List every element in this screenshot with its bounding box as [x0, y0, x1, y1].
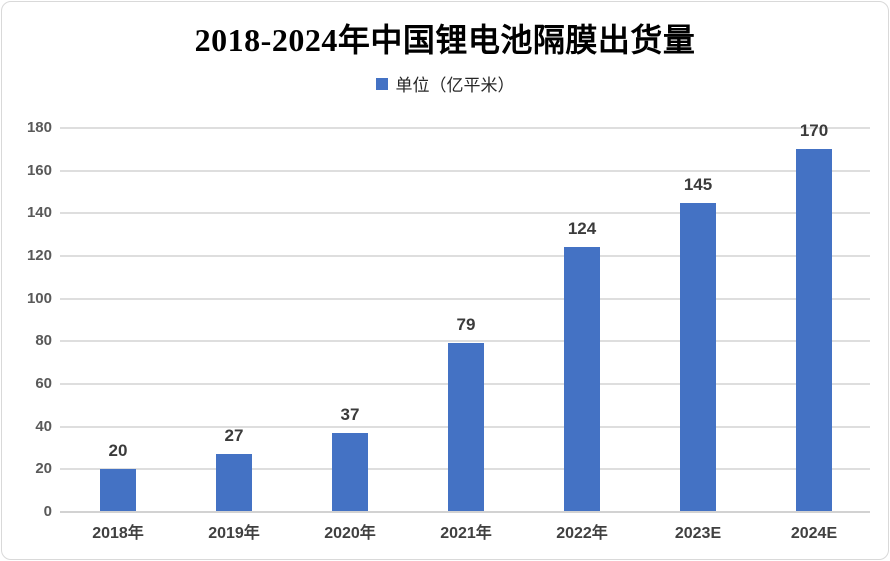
y-tick-label-100: 100 — [26, 289, 52, 307]
x-tick-label-2020年: 2020年 — [324, 525, 376, 542]
legend: 单位（亿平米） — [2, 71, 888, 96]
gridline-y-80 — [60, 340, 870, 343]
x-tick-label-2024E: 2024E — [790, 525, 838, 542]
x-tick-label-2023E: 2023E — [674, 525, 722, 542]
bar-2018年 — [100, 469, 136, 512]
x-tick-label-2019年: 2019年 — [208, 525, 260, 542]
legend-label: 单位（亿平米） — [395, 76, 515, 95]
gridline-y-100 — [60, 297, 870, 300]
gridline-y-160 — [60, 169, 870, 172]
bar-2020年 — [332, 433, 368, 512]
y-tick-label-120: 120 — [26, 247, 52, 264]
chart-title: 2018-2024年中国锂电池隔膜出货量 — [194, 22, 696, 58]
gridline-y-180 — [60, 127, 870, 129]
bar-value-label-2018年: 20 — [108, 441, 128, 461]
bar-value-label-2023E: 145 — [683, 174, 713, 194]
bar-value-label-2022年: 124 — [567, 219, 597, 239]
y-tick-label-20: 20 — [35, 460, 52, 478]
y-tick-label-160: 160 — [26, 161, 52, 179]
gridline-y-120 — [60, 255, 870, 257]
y-tick-label-180: 180 — [26, 119, 52, 136]
gridline-y-140 — [60, 212, 870, 215]
bar-2022年 — [564, 247, 600, 512]
legend-marker-icon — [375, 77, 388, 90]
y-tick-label-0: 0 — [43, 503, 52, 520]
y-tick-label-40: 40 — [35, 417, 52, 435]
bar-2021年 — [448, 343, 484, 512]
plot-area: 0 20 40 60 80 100 120 140 160 180 20 27 37 79 124 145 1… — [27, 119, 872, 542]
bar-2024E — [796, 149, 832, 512]
x-tick-label-2018年: 2018年 — [92, 525, 144, 542]
y-tick-label-60: 60 — [35, 375, 52, 392]
x-tick-label-2022年: 2022年 — [556, 525, 608, 542]
bar-value-label-2021年: 79 — [456, 315, 476, 335]
bar-value-label-2020年: 37 — [340, 405, 360, 425]
y-tick-label-80: 80 — [35, 332, 52, 350]
x-axis-line — [60, 511, 870, 513]
bar-2023E — [680, 202, 716, 512]
bar-2019年 — [216, 454, 252, 512]
x-tick-label-2021年: 2021年 — [440, 525, 492, 542]
y-tick-label-140: 140 — [26, 204, 52, 222]
bar-value-label-2019年: 27 — [224, 426, 244, 446]
bar-value-label-2024E: 170 — [799, 121, 829, 141]
